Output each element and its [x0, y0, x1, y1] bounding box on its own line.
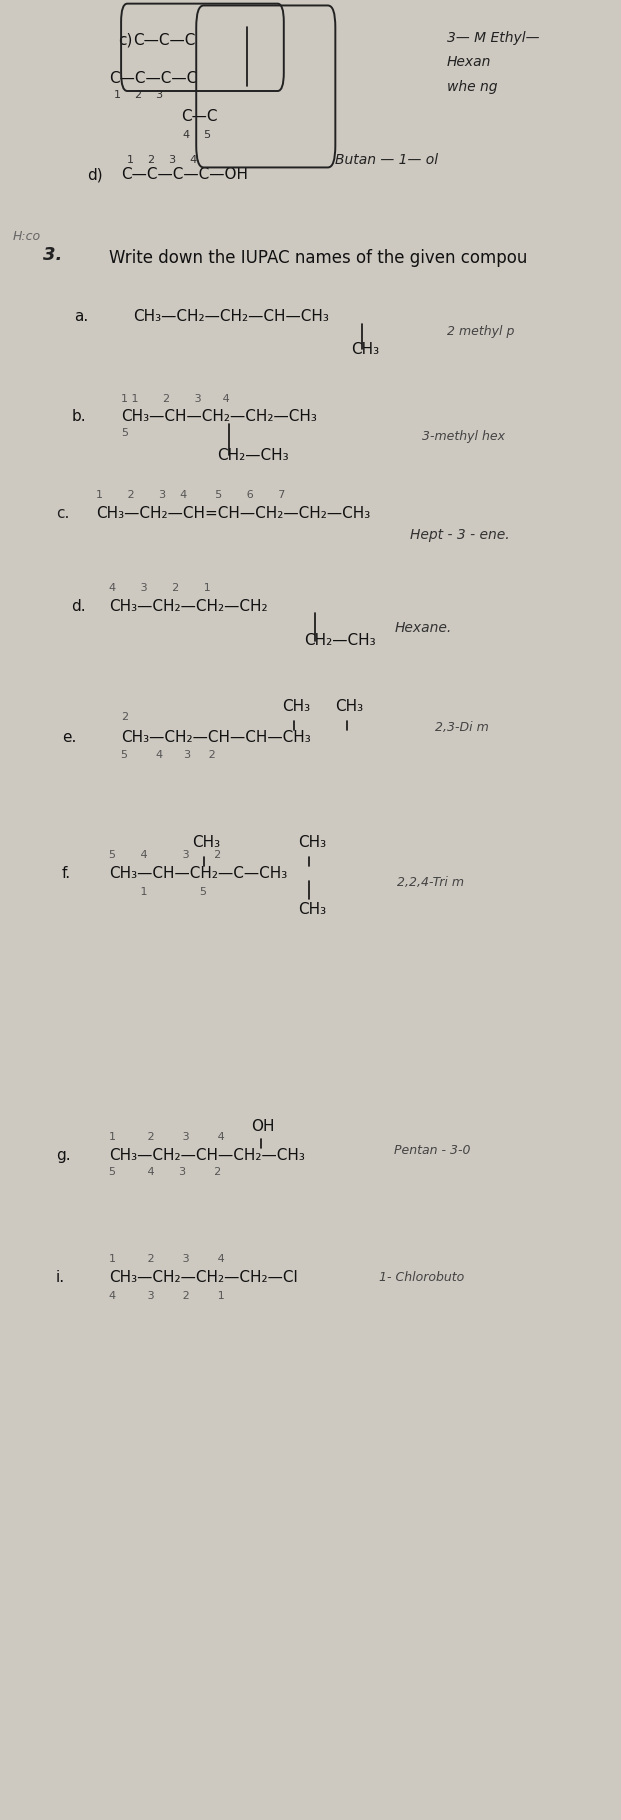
Text: g.: g.: [56, 1148, 71, 1163]
Text: Hept - 3 - ene.: Hept - 3 - ene.: [410, 528, 509, 542]
Text: H:co: H:co: [12, 229, 40, 244]
Text: Write down the IUPAC names of the given compou: Write down the IUPAC names of the given …: [109, 249, 527, 268]
Text: 2 methyl p: 2 methyl p: [447, 324, 514, 339]
Text: CH₃—CH₂—CH₂—CH₂: CH₃—CH₂—CH₂—CH₂: [109, 599, 267, 613]
Text: i.: i.: [56, 1270, 65, 1285]
Text: C—C—C: C—C—C: [134, 33, 196, 47]
Text: 4       3       2       1: 4 3 2 1: [109, 582, 211, 593]
Text: e.: e.: [62, 730, 76, 744]
Text: CH₃: CH₃: [298, 903, 326, 917]
Text: 1 1       2       3      4: 1 1 2 3 4: [121, 393, 230, 404]
Text: CH₃: CH₃: [298, 835, 326, 850]
Text: 2,3-Di m: 2,3-Di m: [435, 721, 489, 735]
Text: Butan — 1— ol: Butan — 1— ol: [335, 153, 438, 167]
Text: 2,2,4-Tri m: 2,2,4-Tri m: [397, 875, 465, 890]
Text: CH₃: CH₃: [351, 342, 379, 357]
Text: 3— M Ethyl—: 3— M Ethyl—: [447, 31, 540, 46]
Text: OH: OH: [252, 1119, 275, 1134]
Text: CH₃—CH₂—CH₂—CH₂—Cl: CH₃—CH₂—CH₂—CH₂—Cl: [109, 1270, 297, 1285]
Text: a.: a.: [75, 309, 89, 324]
Text: C—C: C—C: [181, 109, 218, 124]
Text: d.: d.: [71, 599, 86, 613]
Text: 5         4       3        2: 5 4 3 2: [109, 1167, 221, 1178]
Text: CH₃—CH₂—CH—CH—CH₃: CH₃—CH₂—CH—CH—CH₃: [121, 730, 311, 744]
Text: CH₂—CH₃: CH₂—CH₃: [217, 448, 289, 462]
Text: 4    5: 4 5: [183, 129, 211, 140]
Text: 5: 5: [121, 428, 128, 439]
Text: 3.: 3.: [43, 246, 63, 264]
Text: Hexane.: Hexane.: [394, 621, 451, 635]
Text: CH₃—CH₂—CH₂—CH—CH₃: CH₃—CH₂—CH₂—CH—CH₃: [134, 309, 329, 324]
Text: 5        4      3     2: 5 4 3 2: [121, 750, 216, 761]
Text: c): c): [118, 33, 132, 47]
Text: 2: 2: [121, 712, 128, 723]
Text: CH₃: CH₃: [335, 699, 363, 713]
Text: 1       2       3    4        5       6       7: 1 2 3 4 5 6 7: [96, 490, 286, 501]
Text: C—C—C—C—OH: C—C—C—C—OH: [121, 167, 248, 182]
Text: 1    2    3: 1 2 3: [114, 89, 163, 100]
Text: 1         2        3        4: 1 2 3 4: [109, 1254, 224, 1265]
Text: f.: f.: [62, 866, 71, 881]
Text: d): d): [87, 167, 102, 182]
Text: CH₃—CH₂—CH=CH—CH₂—CH₂—CH₃: CH₃—CH₂—CH=CH—CH₂—CH₂—CH₃: [96, 506, 371, 521]
Text: CH₃—CH₂—CH—CH₂—CH₃: CH₃—CH₂—CH—CH₂—CH₃: [109, 1148, 304, 1163]
Text: CH₃—CH—CH₂—CH₂—CH₃: CH₃—CH—CH₂—CH₂—CH₃: [121, 410, 317, 424]
Text: whe ng: whe ng: [447, 80, 497, 95]
Text: 1    2    3    4: 1 2 3 4: [127, 155, 197, 166]
Text: b.: b.: [71, 410, 86, 424]
Text: 1- Chlorobuto: 1- Chlorobuto: [379, 1270, 464, 1285]
Text: 5       4          3       2: 5 4 3 2: [109, 850, 221, 861]
Text: CH₃—CH—CH₂—C—CH₃: CH₃—CH—CH₂—C—CH₃: [109, 866, 287, 881]
Text: 4         3        2        1: 4 3 2 1: [109, 1290, 224, 1301]
Text: Hexan: Hexan: [447, 55, 491, 69]
Text: 3-methyl hex: 3-methyl hex: [422, 430, 505, 444]
Text: c.: c.: [56, 506, 70, 521]
Text: CH₃: CH₃: [193, 835, 220, 850]
Text: 1         2        3        4: 1 2 3 4: [109, 1132, 224, 1143]
Text: Pentan - 3-0: Pentan - 3-0: [394, 1143, 471, 1158]
Text: C—C—C—C: C—C—C—C: [109, 71, 197, 86]
Text: CH₂—CH₃: CH₂—CH₃: [304, 633, 376, 648]
Text: CH₃: CH₃: [283, 699, 310, 713]
Text: 1               5: 1 5: [109, 886, 207, 897]
